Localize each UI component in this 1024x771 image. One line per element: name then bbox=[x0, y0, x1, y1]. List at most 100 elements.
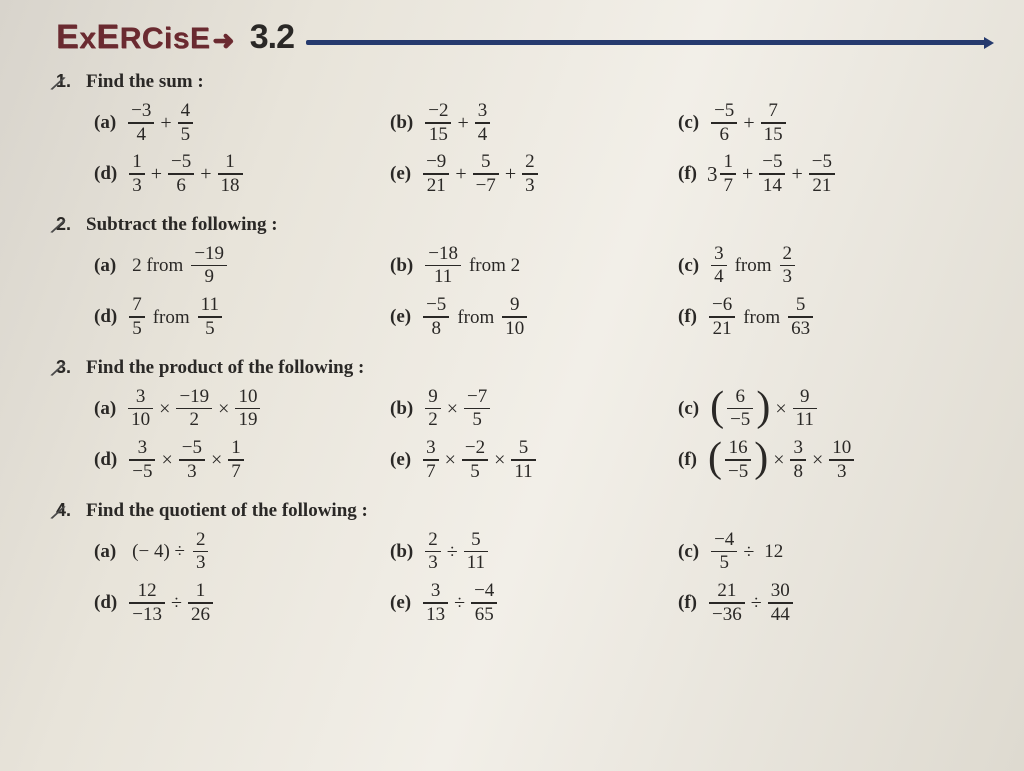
item-label: (a) bbox=[94, 112, 116, 134]
item-cell: (d)3−5×−53×17 bbox=[94, 438, 390, 481]
math-expression: 34from23 bbox=[709, 244, 797, 287]
fraction: 310 bbox=[128, 387, 153, 430]
item-label: (e) bbox=[390, 163, 411, 185]
item-label: (b) bbox=[390, 112, 413, 134]
item-row: (d)13+−56+118(e) −921+5−7+23 (f) 317+−514+−… bbox=[94, 152, 988, 195]
question-heading: 4.⁄Find the quotient of the following : bbox=[56, 500, 988, 530]
fraction: 45 bbox=[178, 101, 194, 144]
item-cell: (d)13+−56+118 bbox=[94, 152, 390, 195]
fraction: −58 bbox=[423, 295, 449, 338]
math-expression: −56+715 bbox=[709, 101, 788, 144]
fraction: −75 bbox=[464, 387, 490, 430]
fraction: 715 bbox=[761, 101, 786, 144]
item-label: (b) bbox=[390, 255, 413, 277]
math-expression: −34+45 bbox=[126, 101, 195, 144]
item-cell: (c) (6−5)×911 bbox=[678, 387, 988, 430]
question-number: 4.⁄ bbox=[56, 500, 86, 521]
question-prompt: Find the sum : bbox=[86, 71, 204, 93]
item-cell: (a)310×−192×1019 bbox=[94, 387, 390, 430]
header-rule bbox=[306, 40, 988, 45]
fraction: 12−13 bbox=[129, 581, 165, 624]
fraction: 5−7 bbox=[473, 152, 499, 195]
math-expression: 317+−514+−521 bbox=[707, 152, 837, 195]
fraction: 103 bbox=[829, 438, 854, 481]
item-label: (a) bbox=[94, 398, 116, 420]
item-label: (d) bbox=[94, 449, 117, 471]
fraction: −921 bbox=[423, 152, 449, 195]
fraction: 17 bbox=[228, 438, 244, 481]
item-label: (a) bbox=[94, 255, 116, 277]
question-number: 1.⁄ bbox=[56, 71, 86, 92]
item-label: (e) bbox=[390, 449, 411, 471]
item-cell: (b)−1811from 2 bbox=[390, 244, 678, 287]
question-prompt: Find the product of the following : bbox=[86, 357, 364, 379]
math-expression: −921+5−7+23 bbox=[421, 152, 540, 195]
math-expression: 23÷511 bbox=[423, 530, 490, 573]
item-cell: (f) (16−5)×38×103 bbox=[678, 438, 988, 481]
fraction: −192 bbox=[176, 387, 212, 430]
item-cell: (c) −56+715 bbox=[678, 101, 988, 144]
item-cell: (f)−621from563 bbox=[678, 295, 988, 338]
item-cell: (a)2 from−199 bbox=[94, 244, 390, 287]
item-row: (a)310×−192×1019(b)92×−75(c)(6−5)×911 bbox=[94, 387, 988, 430]
item-label: (f) bbox=[678, 306, 697, 328]
fraction: 126 bbox=[188, 581, 213, 624]
fraction: −1811 bbox=[425, 244, 461, 287]
item-label: (c) bbox=[678, 112, 699, 134]
exercise-title: ExERCisE➜ bbox=[56, 18, 238, 57]
fraction: 3044 bbox=[768, 581, 793, 624]
exercise-number: 3.2 bbox=[250, 18, 294, 57]
fraction: −56 bbox=[168, 152, 194, 195]
item-cell: (b)92×−75 bbox=[390, 387, 678, 430]
fraction: 511 bbox=[464, 530, 488, 573]
worksheet-page: ExERCisE➜ 3.2 1.⁄Find the sum : (a) −34+45… bbox=[0, 0, 1024, 663]
fraction: 23 bbox=[780, 244, 796, 287]
item-label: (f) bbox=[678, 449, 697, 471]
fraction: 563 bbox=[788, 295, 813, 338]
item-cell: (a)(− 4) ÷23 bbox=[94, 530, 390, 573]
fraction: 34 bbox=[711, 244, 727, 287]
exercise-header: ExERCisE➜ 3.2 bbox=[56, 18, 988, 57]
question-heading: 1.⁄Find the sum : bbox=[56, 71, 988, 101]
math-expression: (16−5)×38×103 bbox=[707, 438, 856, 481]
fraction: 6−5 bbox=[727, 387, 753, 430]
fraction: 911 bbox=[793, 387, 817, 430]
fraction: 1019 bbox=[235, 387, 260, 430]
math-expression: −45÷12 bbox=[709, 530, 789, 573]
fraction: 23 bbox=[193, 530, 209, 573]
fraction: −199 bbox=[191, 244, 227, 287]
item-row: (a)2 from−199(b)−1811from 2(c)34from23 bbox=[94, 244, 988, 287]
question-prompt: Subtract the following : bbox=[86, 214, 278, 236]
fraction: 313 bbox=[423, 581, 448, 624]
fraction: −465 bbox=[471, 581, 497, 624]
fraction: −521 bbox=[809, 152, 835, 195]
item-cell: (e) 313÷−465 bbox=[390, 581, 678, 624]
question-prompt: Find the quotient of the following : bbox=[86, 500, 368, 522]
item-label: (b) bbox=[390, 398, 413, 420]
math-expression: 12−13÷126 bbox=[127, 581, 215, 624]
math-expression: (6−5)×911 bbox=[709, 387, 819, 430]
fraction: 115 bbox=[198, 295, 222, 338]
item-row: (a)(− 4) ÷23(b)23÷511(c)−45÷12 bbox=[94, 530, 988, 573]
item-label: (d) bbox=[94, 592, 117, 614]
item-label: (f) bbox=[678, 163, 697, 185]
math-expression: 37×−25×511 bbox=[421, 438, 538, 481]
item-label: (c) bbox=[678, 398, 699, 420]
item-cell: (d) 12−13÷126 bbox=[94, 581, 390, 624]
item-label: (d) bbox=[94, 306, 117, 328]
math-expression: 313÷−465 bbox=[421, 581, 499, 624]
item-label: (c) bbox=[678, 541, 699, 563]
item-cell: (e)−58from910 bbox=[390, 295, 678, 338]
item-row: (d)12−13÷126(e)313÷−465(f)21−36÷3044 bbox=[94, 581, 988, 624]
fraction: 23 bbox=[522, 152, 538, 195]
question-number: 3.⁄ bbox=[56, 357, 86, 378]
question-number: 2.⁄ bbox=[56, 214, 86, 235]
item-cell: (c) −45÷12 bbox=[678, 530, 988, 573]
question-heading: 2.⁄Subtract the following : bbox=[56, 214, 988, 244]
item-row: (a)−34+45(b)−215+34(c)−56+715 bbox=[94, 101, 988, 144]
fraction: 37 bbox=[423, 438, 439, 481]
math-expression: (− 4) ÷23 bbox=[126, 530, 210, 573]
fraction: 17 bbox=[720, 152, 736, 195]
item-label: (e) bbox=[390, 592, 411, 614]
item-label: (d) bbox=[94, 163, 117, 185]
